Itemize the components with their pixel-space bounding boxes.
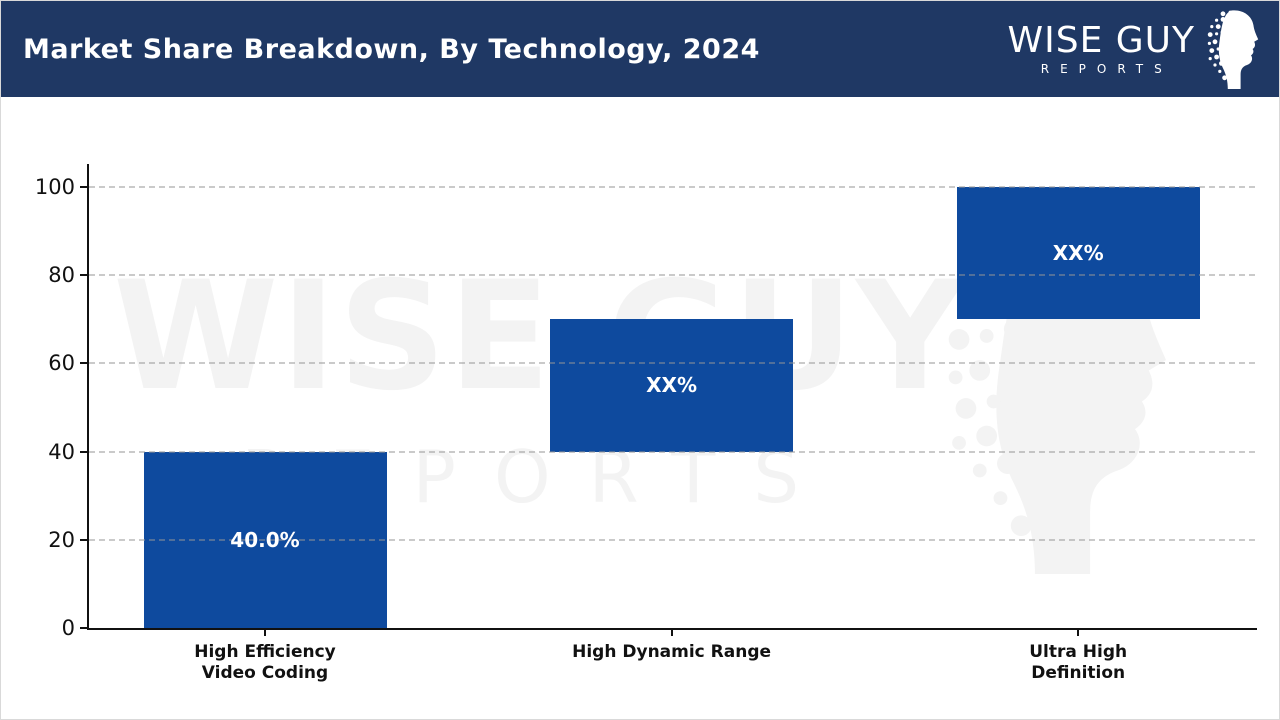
x-axis-spine: [87, 628, 1257, 630]
y-tick-label-80: 80: [48, 263, 75, 288]
gridline-y-60: [89, 362, 1257, 365]
gridline-y-80: [89, 274, 1257, 277]
bar-high-dynamic-range: [550, 319, 794, 452]
category-label-high-efficiency-video-coding: High Efficiency Video Coding: [105, 642, 425, 684]
header-bar: Market Share Breakdown, By Technology, 2…: [1, 1, 1279, 97]
y-axis-spine: [87, 164, 89, 630]
y-tick-20: [80, 538, 89, 541]
logo-wiseguy-text: WISE GUY: [1007, 20, 1195, 61]
logo-face-icon: [1207, 10, 1259, 89]
y-tick-60: [80, 362, 89, 365]
logo-text: WISE GUY REPORTS: [1007, 20, 1196, 76]
bar-value-label-ultra-high-definition: XX%: [1052, 241, 1104, 266]
gridline-y-20: [89, 538, 1257, 541]
bar-ultra-high-definition: [956, 187, 1200, 320]
logo-reports-text: REPORTS: [1040, 62, 1173, 76]
category-label-line: Definition: [1031, 663, 1126, 683]
y-tick-40: [80, 450, 89, 453]
y-tick-label-100: 100: [34, 175, 75, 199]
wise-guy-reports-logo: WISE GUY REPORTS: [1008, 7, 1272, 91]
gridline-y-40: [89, 450, 1257, 453]
bar-value-label-high-efficiency-video-coding: 40.0%: [230, 527, 300, 552]
page-title: Market Share Breakdown, By Technology, 2…: [23, 33, 760, 65]
category-label-ultra-high-definition: Ultra High Definition: [918, 642, 1238, 684]
bar-value-label-high-dynamic-range: XX%: [646, 373, 698, 398]
y-tick-100: [80, 186, 89, 188]
category-label-line: High Dynamic Range: [572, 642, 772, 662]
x-tick-high-efficiency-video-coding: [264, 629, 266, 636]
x-tick-high-dynamic-range: [670, 629, 673, 636]
y-tick-label-20: 20: [48, 527, 75, 552]
watermark-wiseguy-text: WISE GUY: [113, 250, 967, 424]
y-tick-label-60: 60: [48, 351, 75, 376]
y-tick-0: [80, 627, 89, 629]
x-tick-ultra-high-definition: [1077, 629, 1080, 636]
y-tick-label-40: 40: [48, 439, 75, 464]
category-label-line: High Efficiency: [194, 642, 336, 662]
y-tick-label-0: 0: [61, 616, 75, 640]
category-label-line: Ultra High: [1029, 642, 1128, 662]
gridline-y-100: [89, 186, 1257, 188]
y-tick-80: [80, 274, 89, 277]
category-label-line: Video Coding: [201, 663, 329, 683]
category-label-high-dynamic-range: High Dynamic Range: [512, 642, 832, 663]
